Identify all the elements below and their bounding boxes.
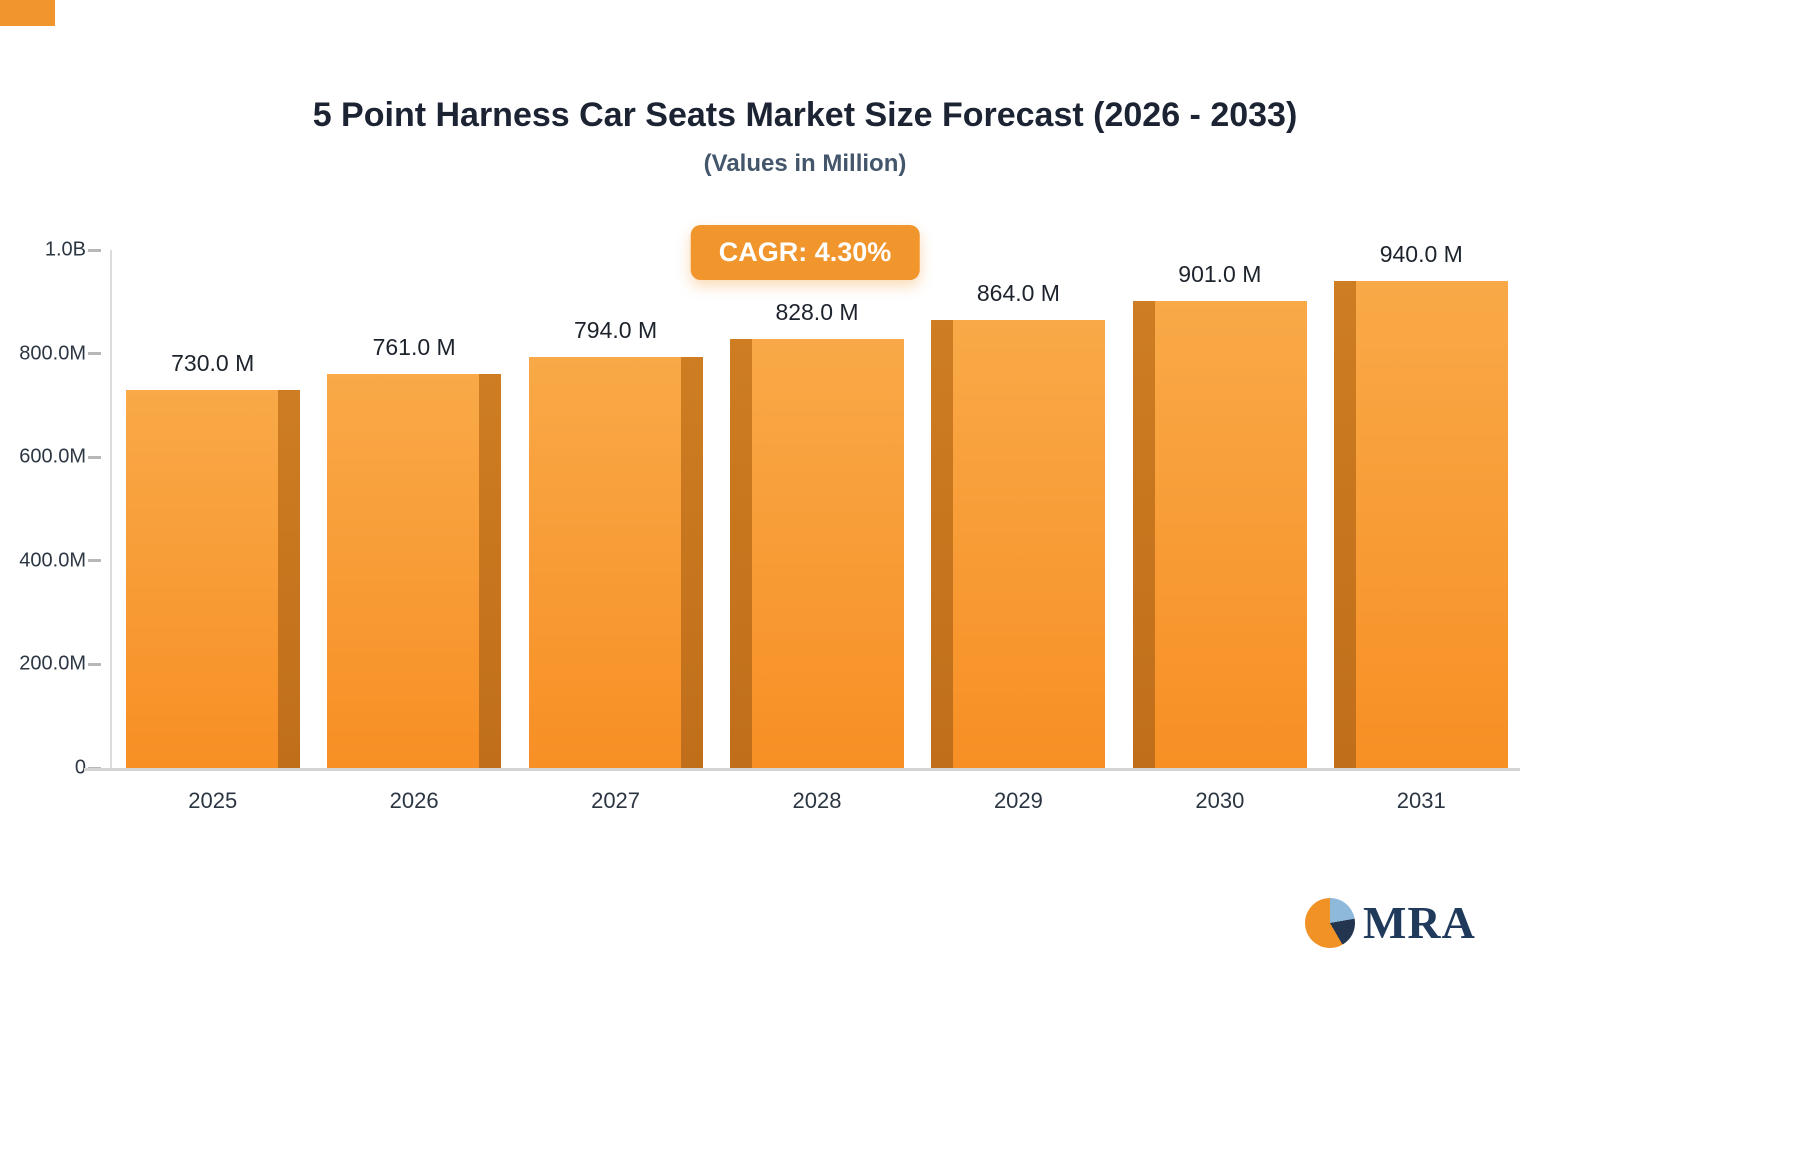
bar: 794.0 M	[528, 317, 703, 768]
bar: 864.0 M	[931, 280, 1106, 768]
bar-body	[752, 339, 904, 768]
x-axis-category-label: 2028	[792, 788, 842, 813]
bar-value-label: 828.0 M	[775, 299, 859, 326]
bar-side-shadow	[1334, 281, 1357, 768]
bar: 730.0 M	[125, 350, 300, 768]
x-axis-line	[84, 768, 1520, 771]
bar-value-label: 940.0 M	[1379, 241, 1463, 268]
bar-body	[528, 356, 681, 768]
bar-side-shadow	[931, 320, 954, 768]
bar-side-shadow	[730, 339, 752, 768]
y-axis-tick-label: 1.0B	[44, 238, 86, 261]
x-axis-category-label: 2025	[188, 788, 238, 813]
brand-logo-text: MRA	[1363, 897, 1476, 948]
bar-side-shadow	[479, 373, 502, 768]
bar-value-label: 794.0 M	[574, 316, 658, 343]
corner-accent	[0, 0, 55, 26]
bar-body	[953, 320, 1106, 768]
y-axis-tick-mark	[88, 559, 101, 563]
bar-side-shadow	[680, 356, 703, 768]
y-axis-tick-label: 200.0M	[19, 652, 86, 675]
y-axis-tick-label: 0	[74, 756, 86, 779]
bar-value-label: 901.0 M	[1178, 261, 1262, 288]
bar: 901.0 M	[1132, 261, 1307, 768]
bar-body	[1356, 281, 1509, 768]
bar-body	[327, 373, 480, 768]
bar: 761.0 M	[327, 334, 502, 768]
cagr-badge: CAGR: 4.30%	[690, 225, 920, 280]
y-axis-tick-mark	[88, 662, 101, 666]
bar-side-shadow	[277, 389, 300, 768]
x-axis-category-label: 2031	[1396, 788, 1446, 813]
x-axis-category-label: 2030	[1195, 788, 1245, 813]
bar-side-shadow	[1132, 301, 1155, 768]
brand-logo: MRA	[1305, 898, 1476, 948]
bar-value-label: 761.0 M	[372, 333, 456, 360]
y-axis-tick-mark	[88, 455, 101, 459]
plot-area: 0 200.0M 400.0M 600.0M 800.0M 1.0B 730.0 M 2025…	[19, 239, 1522, 813]
bar-body	[125, 389, 278, 768]
y-axis-tick-label: 600.0M	[19, 445, 86, 468]
bar: 828.0 M	[730, 299, 904, 768]
x-axis-category-label: 2027	[591, 788, 641, 813]
bar-value-label: 730.0 M	[171, 349, 255, 376]
x-axis-category-label: 2026	[389, 788, 439, 813]
y-axis-tick-mark	[88, 352, 101, 356]
bar-value-label: 864.0 M	[976, 280, 1060, 307]
bar: 940.0 M	[1334, 241, 1509, 768]
y-axis-tick-label: 400.0M	[19, 549, 86, 572]
chart-title: 5 Point Harness Car Seats Market Size Fo…	[312, 96, 1298, 134]
x-axis-category-label: 2029	[993, 788, 1043, 813]
y-axis-tick-label: 800.0M	[19, 342, 86, 365]
y-axis-tick-mark	[88, 248, 101, 252]
chart-subtitle: (Values in Million)	[703, 150, 907, 177]
pie-logo-icon	[1305, 898, 1355, 948]
bar-body	[1154, 301, 1307, 768]
